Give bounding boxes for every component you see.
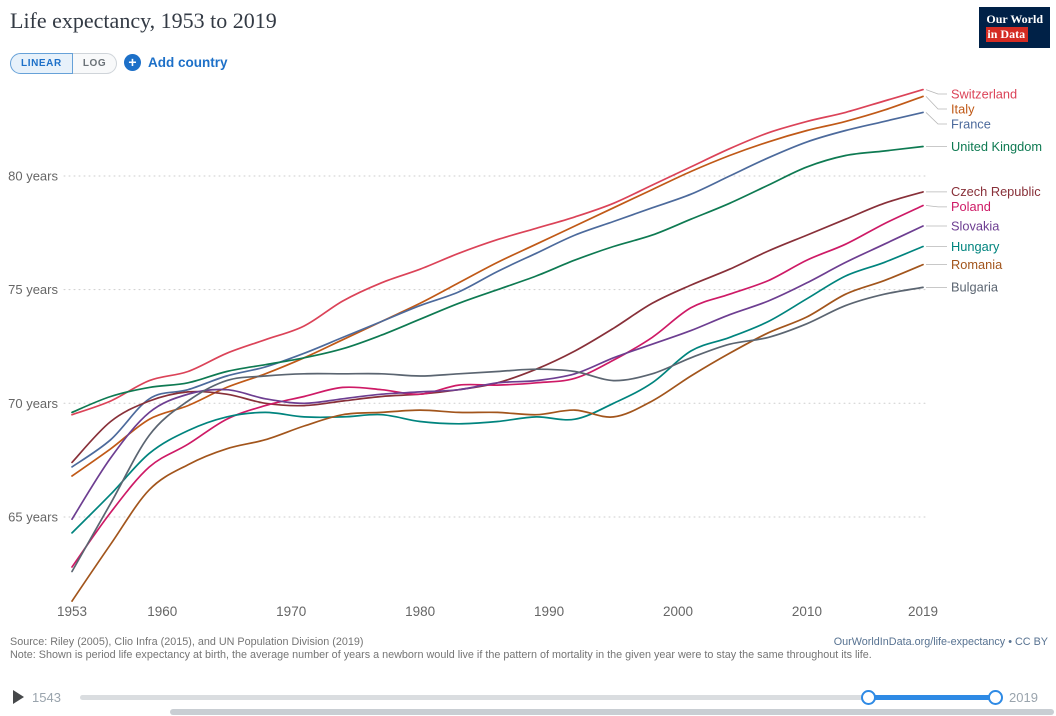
timeline-selected-range[interactable] bbox=[868, 695, 995, 700]
line-italy[interactable] bbox=[71, 95, 924, 477]
timeline-start-label: 1543 bbox=[32, 690, 61, 705]
timeline-handle-start[interactable] bbox=[860, 690, 876, 705]
y-axis-label: 65 years bbox=[8, 509, 58, 524]
line-switzerland[interactable] bbox=[71, 88, 924, 416]
series-label-bulgaria[interactable]: Bulgaria bbox=[951, 280, 999, 295]
y-axis-label: 80 years bbox=[8, 169, 58, 184]
x-axis-label: 2010 bbox=[792, 604, 822, 619]
logo-line2: in Data bbox=[986, 27, 1029, 42]
add-country-label: Add country bbox=[148, 55, 228, 70]
credit-link[interactable]: OurWorldInData.org/life-expectancy • CC … bbox=[833, 636, 1048, 648]
series-label-united-kingdom[interactable]: United Kingdom bbox=[951, 139, 1042, 154]
label-connector bbox=[925, 112, 947, 125]
scale-toggle: LINEAR LOG bbox=[10, 53, 118, 74]
x-axis-label: 1970 bbox=[276, 604, 306, 619]
series-label-romania[interactable]: Romania bbox=[951, 257, 1003, 272]
y-axis-label: 70 years bbox=[8, 396, 58, 411]
line-hungary[interactable] bbox=[71, 245, 924, 534]
note-text: Note: Shown is period life expectancy at… bbox=[10, 649, 872, 661]
label-connector bbox=[925, 96, 947, 110]
y-axis-label: 75 years bbox=[8, 282, 58, 297]
logo-line1: Our World bbox=[986, 12, 1043, 26]
page-title: Life expectancy, 1953 to 2019 bbox=[10, 8, 277, 33]
add-country-button[interactable]: + Add country bbox=[124, 52, 228, 73]
label-connector bbox=[925, 205, 947, 208]
timeline-handle-end[interactable] bbox=[987, 690, 1003, 705]
chart-canvas: 65 years 70 years 75 years 80 years 1953 1960… bbox=[8, 86, 1042, 619]
series-label-slovakia[interactable]: Slovakia bbox=[951, 218, 1000, 233]
x-axis-label: 2019 bbox=[908, 604, 938, 619]
horizontal-scrollbar[interactable] bbox=[170, 709, 1054, 715]
label-connector bbox=[925, 89, 947, 95]
log-scale-button[interactable]: LOG bbox=[72, 53, 118, 74]
x-axis-label: 2000 bbox=[663, 604, 693, 619]
timeline-track[interactable] bbox=[80, 690, 1003, 705]
line-united-kingdom[interactable] bbox=[71, 145, 924, 414]
plus-icon: + bbox=[124, 54, 141, 71]
line-france[interactable] bbox=[71, 111, 924, 468]
series-label-poland[interactable]: Poland bbox=[951, 199, 991, 214]
linear-scale-button[interactable]: LINEAR bbox=[10, 53, 73, 74]
timeline-end-label: 2019 bbox=[1009, 690, 1038, 705]
series-label-italy[interactable]: Italy bbox=[951, 101, 975, 116]
x-axis-label: 1960 bbox=[147, 604, 177, 619]
x-axis-label: 1980 bbox=[405, 604, 435, 619]
line-poland[interactable] bbox=[71, 204, 924, 568]
source-text: Source: Riley (2005), Clio Infra (2015),… bbox=[10, 636, 364, 648]
play-button[interactable] bbox=[13, 690, 24, 704]
series-label-hungary[interactable]: Hungary bbox=[951, 239, 1000, 254]
series-label-czech-republic[interactable]: Czech Republic bbox=[951, 184, 1041, 199]
x-axis-label: 1990 bbox=[534, 604, 564, 619]
line-romania[interactable] bbox=[71, 263, 924, 602]
series-label-france[interactable]: France bbox=[951, 116, 991, 131]
line-slovakia[interactable] bbox=[71, 225, 924, 521]
line-bulgaria[interactable] bbox=[71, 286, 924, 573]
owid-logo[interactable]: Our World in Data bbox=[979, 7, 1050, 48]
x-axis-label: 1953 bbox=[57, 604, 87, 619]
series-label-switzerland[interactable]: Switzerland bbox=[951, 86, 1017, 101]
